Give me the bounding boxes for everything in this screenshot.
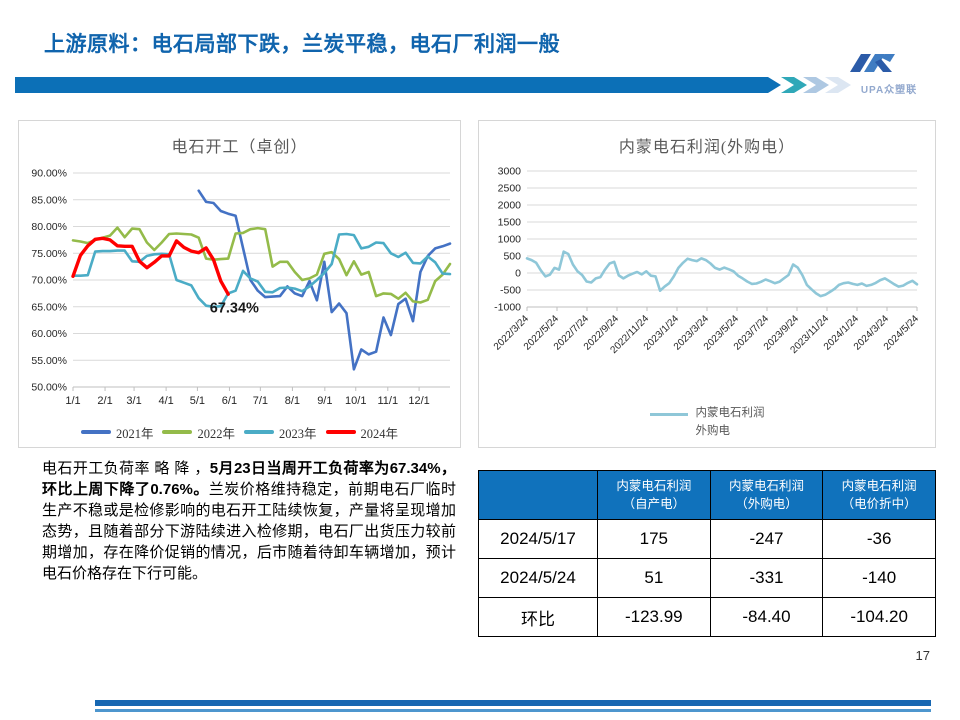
svg-text:6/1: 6/1 <box>222 395 237 407</box>
svg-text:-500: -500 <box>500 285 521 297</box>
svg-text:11/1: 11/1 <box>377 395 398 407</box>
left-chart-title: 电石开工（卓创） <box>171 139 308 156</box>
legend-item-2022: 2022年 <box>162 423 235 442</box>
svg-text:1/1: 1/1 <box>65 395 80 407</box>
table-header-row: 内蒙电石利润 （自产电） 内蒙电石利润 （外购电） 内蒙电石利润 （电价折中） <box>478 470 936 520</box>
svg-text:50.00%: 50.00% <box>31 382 67 394</box>
svg-text:0: 0 <box>515 268 521 280</box>
cell: -247 <box>709 519 824 559</box>
svg-text:70.00%: 70.00% <box>31 275 67 287</box>
cell: -331 <box>709 558 824 598</box>
legend-swatch-2022 <box>162 430 193 434</box>
svg-text:2/1: 2/1 <box>97 395 112 407</box>
legend-item-2023: 2023年 <box>244 423 317 442</box>
cell: -104.20 <box>822 597 936 637</box>
svg-text:1000: 1000 <box>498 234 522 246</box>
analysis-seg1: 电石开工负荷率 略 降 ， <box>42 460 210 477</box>
row-label: 环比 <box>478 597 598 637</box>
profit-table: 内蒙电石利润 （自产电） 内蒙电石利润 （外购电） 内蒙电石利润 （电价折中） … <box>478 470 936 637</box>
header-self-power: 内蒙电石利润 （自产电） <box>597 470 711 520</box>
page-number: 17 <box>915 648 930 663</box>
svg-text:90.00%: 90.00% <box>31 168 67 180</box>
header-purchased-power: 内蒙电石利润 （外购电） <box>709 470 824 520</box>
header-blank <box>478 470 598 520</box>
chart-panel-operating-rate: 电石开工（卓创） 50.00% 55.00% 60.00% 65.00% 70.00% 7… <box>18 120 461 448</box>
brand-logo-text: UPA众塑联 <box>860 85 918 96</box>
legend-item-2021: 2021年 <box>80 423 153 442</box>
header-mid-price: 内蒙电石利润 （电价折中） <box>822 470 936 520</box>
svg-text:2000: 2000 <box>498 200 522 212</box>
operating-rate-line-chart: 50.00% 55.00% 60.00% 65.00% 70.00% 75.00% 80.0… <box>31 168 452 407</box>
analysis-seg2-bold: 5月23日当周开工负荷率为67.34%，环比上周下降了0.76%。 <box>42 460 456 498</box>
right-chart-legend: 内蒙电石利润 外购电 <box>479 403 935 451</box>
svg-text:75.00%: 75.00% <box>31 248 67 260</box>
svg-text:60.00%: 60.00% <box>31 328 67 340</box>
svg-text:1500: 1500 <box>498 217 522 229</box>
legend-swatch-2024 <box>325 430 356 434</box>
analysis-seg3: 兰炭价格维持稳定，前期电石厂临时生产不稳或是检修影响的电石开工陆续恢复，产量将呈… <box>42 481 456 582</box>
svg-text:8/1: 8/1 <box>285 395 300 407</box>
svg-text:80.00%: 80.00% <box>31 221 67 233</box>
legend-item-2024: 2024年 <box>325 423 398 442</box>
page-title: 上游原料：电石局部下跌，兰炭平稳，电石厂利润一般 <box>44 33 560 56</box>
svg-text:500: 500 <box>503 251 521 263</box>
table-row: 2024/5/24 51 -331 -140 <box>478 558 936 598</box>
svg-text:2500: 2500 <box>498 183 522 195</box>
cell: -36 <box>822 519 936 559</box>
svg-text:9/1: 9/1 <box>317 395 332 407</box>
cell: 51 <box>597 558 711 598</box>
header-bar <box>15 77 781 93</box>
analysis-text: 电石开工负荷率 略 降 ，5月23日当周开工负荷率为67.34%，环比上周下降了… <box>42 458 456 584</box>
header-chevron-3 <box>825 77 851 93</box>
right-chart-title: 内蒙电石利润(外购电） <box>618 139 796 156</box>
brand-logo-icon <box>850 54 895 72</box>
cell: -123.99 <box>597 597 711 637</box>
profit-line-chart: -1000-5000500100015002000250030002022/3/… <box>492 166 922 356</box>
row-label: 2024/5/17 <box>478 519 598 559</box>
header-chevron-2 <box>803 77 829 93</box>
cell: -84.40 <box>709 597 824 637</box>
svg-text:3000: 3000 <box>498 166 522 178</box>
table-row: 环比 -123.99 -84.40 -104.20 <box>478 597 936 637</box>
svg-text:-1000: -1000 <box>494 302 521 314</box>
legend-swatch-2023 <box>244 430 274 434</box>
legend-swatch-profit <box>649 413 688 416</box>
chart-panel-profit: 内蒙电石利润(外购电） -1000 -500 0 500 1000 1500 2000 250… <box>478 120 936 448</box>
svg-text:65.00%: 65.00% <box>31 301 67 313</box>
table-row: 2024/5/17 175 -247 -36 <box>478 519 936 559</box>
brand-logo: UPA众塑联 <box>846 50 932 96</box>
left-chart-legend: 2021年 2022年 2023年 2024年 <box>19 419 460 445</box>
header-chevron-1 <box>781 77 807 93</box>
svg-text:7/1: 7/1 <box>253 395 268 407</box>
svg-text:12/1: 12/1 <box>408 395 429 407</box>
svg-text:4/1: 4/1 <box>158 395 173 407</box>
svg-text:10/1: 10/1 <box>345 395 366 407</box>
svg-text:55.00%: 55.00% <box>31 355 67 367</box>
footer-bar-thick <box>95 700 931 706</box>
row-label: 2024/5/24 <box>478 558 598 598</box>
svg-text:5/1: 5/1 <box>190 395 205 407</box>
svg-text:3/1: 3/1 <box>126 395 141 407</box>
legend-swatch-2021 <box>80 430 111 434</box>
footer-bar-thin <box>95 709 931 712</box>
svg-text:85.00%: 85.00% <box>31 194 67 206</box>
cell: -140 <box>822 558 936 598</box>
svg-text:67.34%: 67.34% <box>210 301 259 317</box>
cell: 175 <box>597 519 711 559</box>
